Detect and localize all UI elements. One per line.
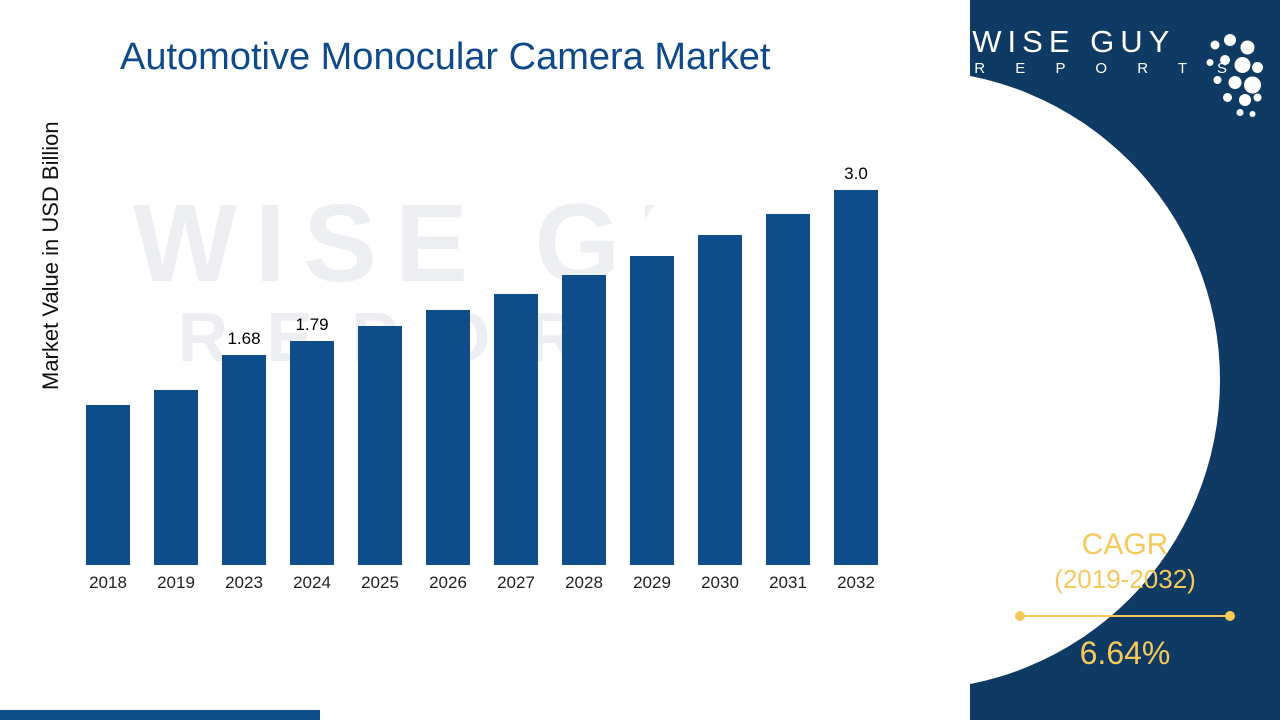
bar (834, 190, 878, 565)
bar-value-label: 3.0 (826, 164, 886, 184)
x-tick-label: 2028 (565, 573, 603, 593)
bar (358, 326, 402, 565)
x-tick-label: 2031 (769, 573, 807, 593)
bar-value-label: 1.79 (282, 315, 342, 335)
bar (290, 341, 334, 565)
x-tick-label: 2027 (497, 573, 535, 593)
bar (698, 235, 742, 565)
x-tick-label: 2024 (293, 573, 331, 593)
cagr-block: CAGR (2019-2032) 6.64% (1010, 528, 1240, 672)
bar (426, 310, 470, 565)
x-tick-label: 2025 (361, 573, 399, 593)
report-chart-card: Automotive Monocular Camera Market WISE … (0, 0, 1280, 720)
bar (222, 355, 266, 565)
x-tick-label: 2029 (633, 573, 671, 593)
logo-line1: WISE GUY (972, 26, 1240, 57)
right-panel: WISE GUY R E P O R T S CAGR (2019-2032) … (970, 0, 1280, 720)
plot-area: 2018201920231.6820241.792025202620272028… (80, 165, 900, 565)
bar-value-label: 1.68 (214, 329, 274, 349)
x-tick-label: 2026 (429, 573, 467, 593)
bar (766, 214, 810, 565)
y-axis-label: Market Value in USD Billion (38, 121, 64, 390)
bar (86, 405, 130, 565)
x-tick-label: 2032 (837, 573, 875, 593)
bar-chart: 2018 2019 2023 1.68 2024 1.79 2025 2026 2027 2028… (80, 165, 900, 595)
cagr-range: (2019-2032) (1010, 564, 1240, 595)
cagr-divider (1020, 615, 1230, 617)
x-tick-label: 2018 (89, 573, 127, 593)
bar (630, 256, 674, 565)
cagr-title: CAGR (1010, 528, 1240, 562)
brand-logo: WISE GUY R E P O R T S (972, 26, 1240, 76)
bottom-accent-bar (0, 710, 320, 720)
chart-title: Automotive Monocular Camera Market (120, 36, 770, 79)
bar (154, 390, 198, 565)
bar (494, 294, 538, 565)
bar (562, 275, 606, 565)
x-tick-label: 2030 (701, 573, 739, 593)
logo-line2: R E P O R T S (974, 61, 1240, 76)
x-tick-label: 2023 (225, 573, 263, 593)
x-tick-label: 2019 (157, 573, 195, 593)
cagr-value: 6.64% (1010, 635, 1240, 672)
